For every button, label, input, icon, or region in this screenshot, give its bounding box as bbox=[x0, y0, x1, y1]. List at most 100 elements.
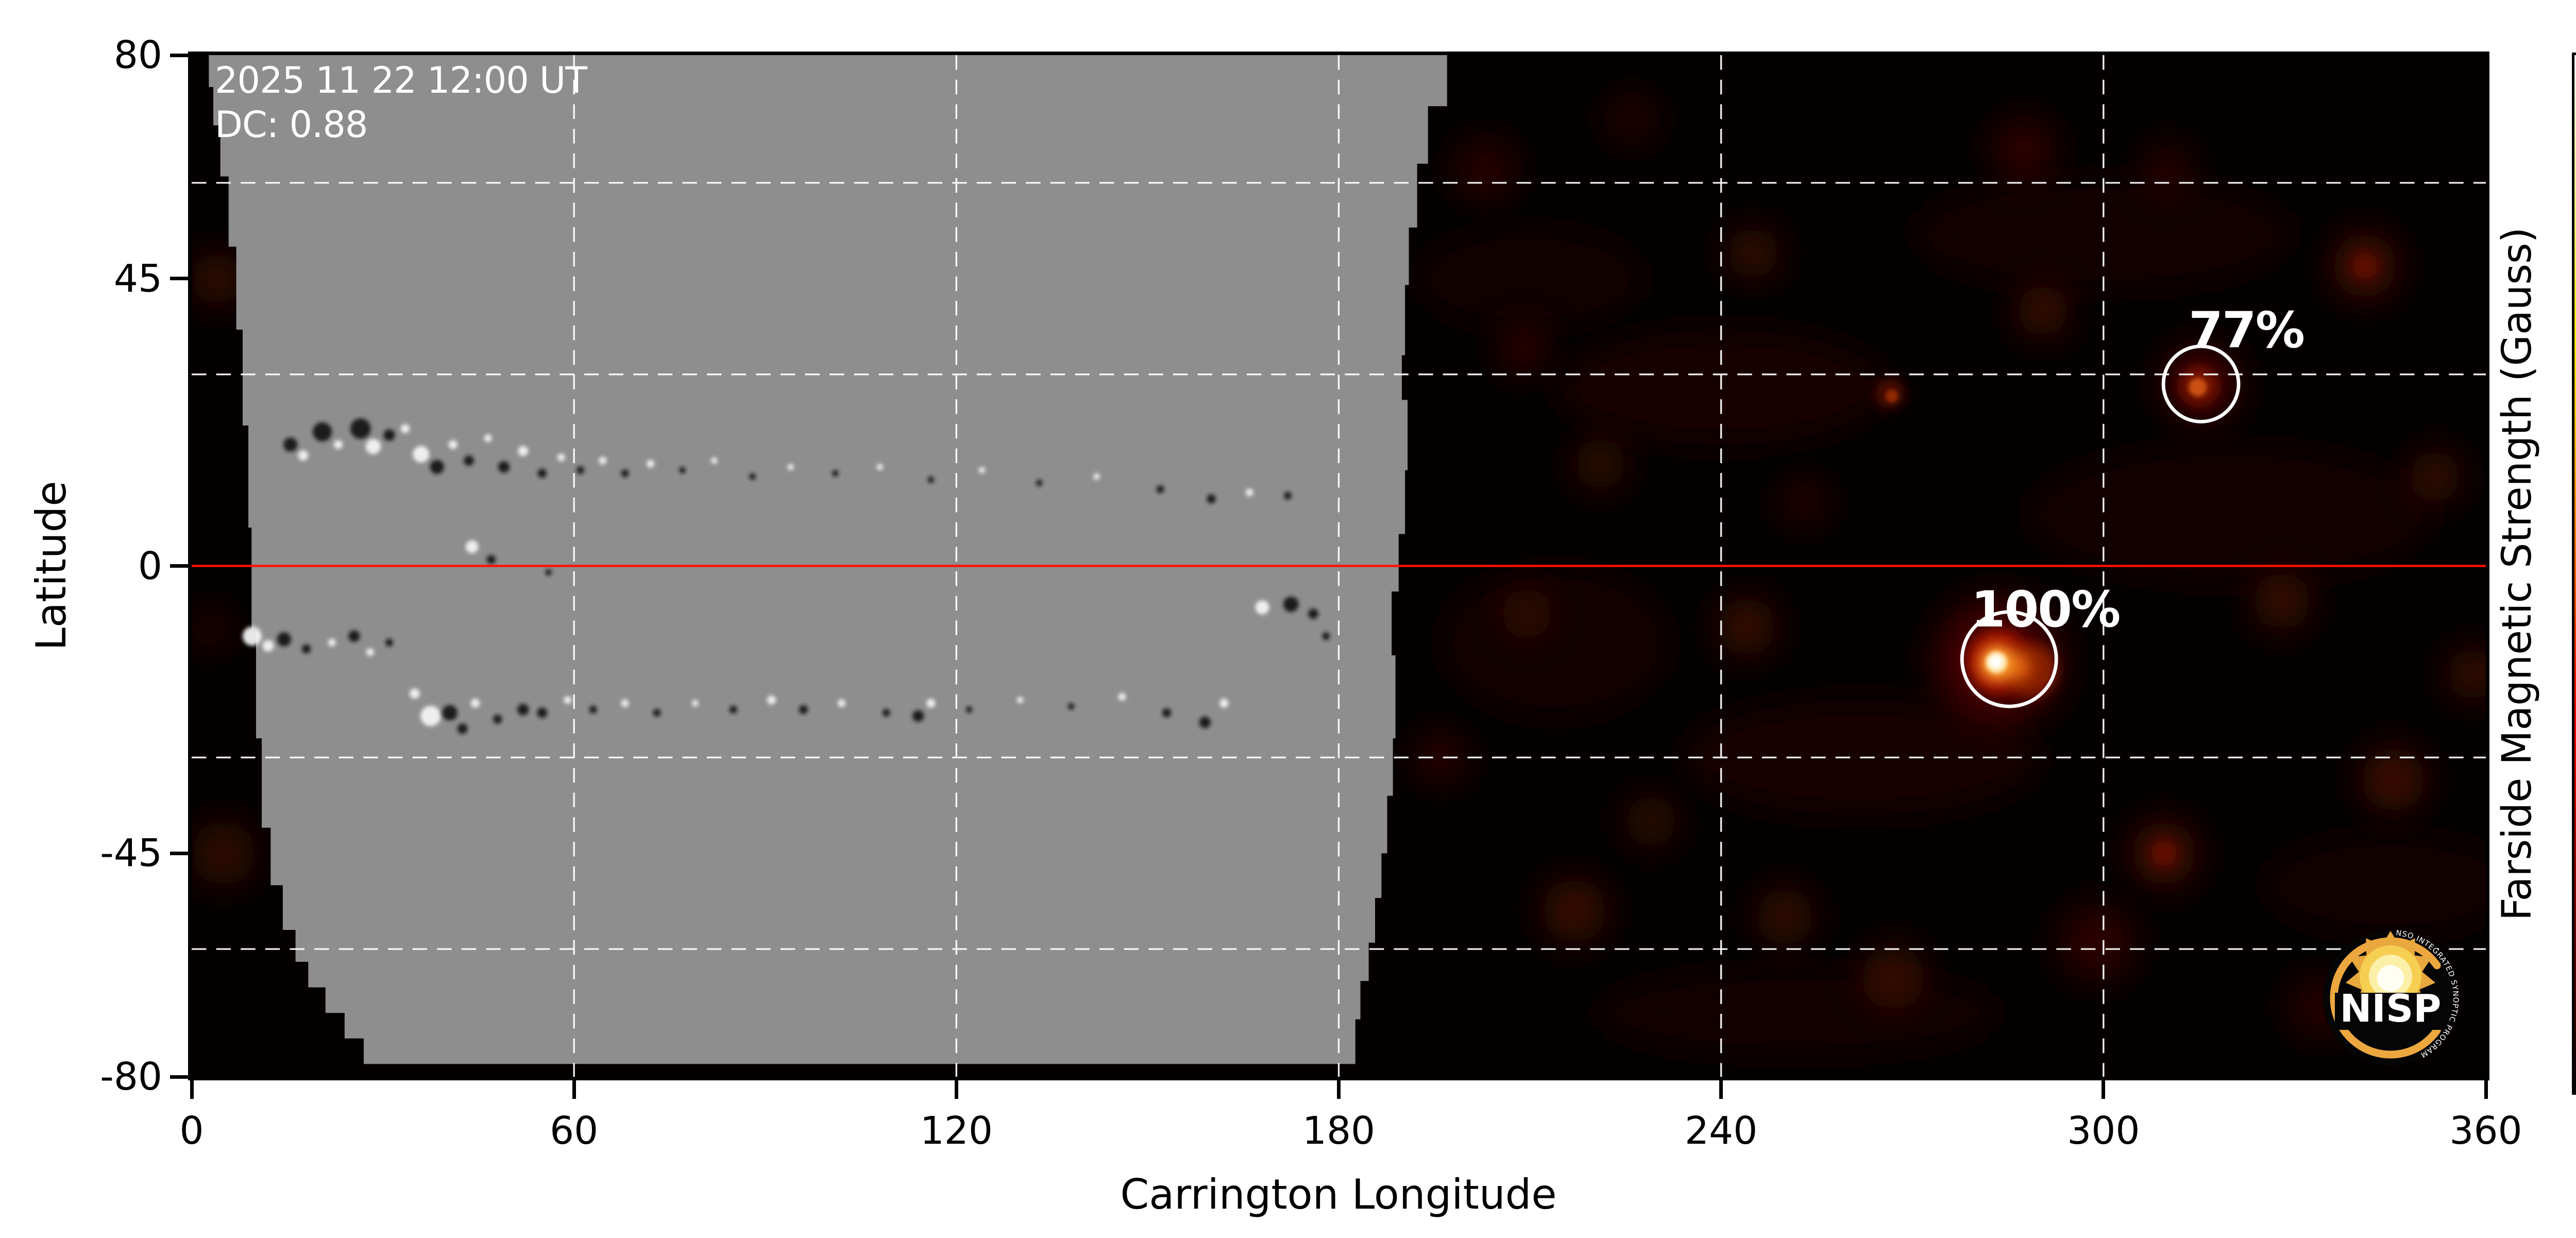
nisp-logo-gold-ring bbox=[2330, 937, 2441, 1059]
magnetogram-spot bbox=[301, 644, 311, 654]
magnetogram-spot bbox=[1308, 608, 1318, 619]
magnetogram-spot bbox=[799, 705, 808, 715]
magnetogram-spot bbox=[430, 460, 444, 474]
nisp-logo: NISP NSO INTEGRATED SYNOPTIC PROGRAM bbox=[2323, 929, 2459, 1065]
y-tick-label: -45 bbox=[100, 831, 162, 876]
plot-area: 2025 11 22 12:00 UT DC: 0.88 77% 100% NI… bbox=[188, 52, 2489, 1080]
annotation-circles bbox=[1960, 344, 2241, 708]
farside-blob bbox=[1727, 227, 1778, 279]
nisp-sun-core bbox=[2377, 965, 2404, 992]
magnetogram-spot bbox=[486, 555, 496, 564]
farside-blob bbox=[1992, 118, 2056, 183]
x-tick-label: 60 bbox=[550, 1109, 599, 1153]
farside-blob bbox=[1415, 732, 1466, 783]
magnetogram-spot bbox=[537, 707, 548, 718]
magnetogram-spot bbox=[366, 648, 374, 656]
farside-blob bbox=[1989, 655, 2003, 668]
magnetogram-spot bbox=[876, 464, 884, 470]
magnetogram-spot bbox=[1322, 632, 1330, 640]
magnetogram-spot bbox=[965, 706, 973, 713]
farside-blob bbox=[1606, 93, 1657, 145]
farside-blob bbox=[2059, 904, 2136, 981]
magnetogram-spot bbox=[711, 457, 718, 464]
farside-blob bbox=[2253, 572, 2311, 630]
magnetogram-spot bbox=[679, 467, 686, 473]
annotation-100-label: 100% bbox=[1971, 581, 2121, 638]
farside-blob bbox=[2409, 451, 2461, 502]
magnetogram-spot bbox=[328, 638, 336, 647]
magnetogram-spot bbox=[493, 715, 502, 724]
magnetogram-spot bbox=[484, 434, 492, 443]
farside-blob bbox=[1782, 480, 1826, 524]
farside-blob bbox=[1498, 323, 1549, 375]
farside-blob bbox=[2142, 144, 2193, 196]
magnetogram-spot bbox=[333, 440, 343, 449]
magnetogram-spot bbox=[1016, 697, 1024, 703]
magnetogram-spot bbox=[1219, 699, 1229, 708]
farside-blob bbox=[192, 610, 230, 649]
y-axis-title: Latitude bbox=[27, 481, 75, 651]
magnetogram-spot bbox=[927, 476, 935, 483]
x-tick-mark bbox=[190, 1080, 194, 1099]
magnetogram-spot bbox=[621, 699, 629, 707]
x-axis-title: Carrington Longitude bbox=[1120, 1171, 1557, 1218]
magnetogram-spot bbox=[464, 455, 474, 466]
magnetogram-spot bbox=[621, 469, 629, 478]
farside-blob bbox=[2447, 649, 2486, 700]
magnetogram-spot bbox=[1118, 693, 1126, 701]
magnetogram-spot bbox=[564, 696, 572, 704]
magnetogram-spot bbox=[838, 699, 846, 707]
farside-blob bbox=[2151, 840, 2177, 867]
magnetogram-spot bbox=[589, 705, 597, 714]
magnetic-map bbox=[192, 55, 2486, 1077]
y-tick-mark bbox=[170, 564, 188, 568]
magnetogram-spot bbox=[537, 469, 547, 478]
magnetogram-spot bbox=[442, 705, 457, 721]
magnetogram-spot bbox=[729, 705, 737, 714]
farside-blob bbox=[1718, 598, 1775, 656]
magnetogram-spot bbox=[313, 422, 332, 442]
farside-blob bbox=[1625, 795, 1677, 847]
farside-blob bbox=[2189, 378, 2207, 396]
magnetogram-spot bbox=[262, 640, 274, 652]
magnetogram-spot bbox=[400, 424, 410, 433]
nisp-text-band bbox=[2335, 993, 2446, 1030]
magnetogram-spot bbox=[277, 632, 291, 647]
magnetogram-spot bbox=[653, 709, 661, 717]
timestamp-label: 2025 11 22 12:00 UT bbox=[215, 59, 587, 101]
x-tick-label: 240 bbox=[1685, 1109, 1758, 1153]
magnetogram-spot bbox=[457, 723, 468, 734]
magnetogram-spot bbox=[498, 461, 510, 473]
magnetogram-spot bbox=[518, 446, 529, 456]
magnetogram-spot bbox=[420, 705, 441, 726]
magnetogram-spot bbox=[545, 569, 552, 576]
farside-blob bbox=[1453, 138, 1517, 202]
magnetogram-spot bbox=[577, 466, 584, 474]
farside-colorbar-title: Farside Magnetic Strength (Gauss) bbox=[2494, 227, 2540, 921]
magnetogram-spot bbox=[1036, 480, 1043, 486]
magnetogram-spot bbox=[465, 540, 479, 553]
magnetogram-spot bbox=[383, 429, 395, 441]
magnetogram-spot bbox=[350, 418, 371, 439]
y-tick-label: 45 bbox=[113, 256, 162, 301]
magnetogram-spot bbox=[410, 688, 420, 699]
magnetogram-spot bbox=[912, 710, 924, 722]
farside-blob bbox=[1543, 878, 1607, 943]
y-tick-label: 80 bbox=[113, 33, 162, 77]
y-tick-mark bbox=[170, 277, 188, 281]
magnetogram-spot bbox=[832, 470, 839, 477]
magnetogram-spot bbox=[926, 699, 936, 708]
magnetogram-spot bbox=[1093, 473, 1100, 480]
farside-blob bbox=[1574, 438, 1626, 489]
magnetogram-spot bbox=[1067, 703, 1075, 710]
magnetogram-spot bbox=[1207, 494, 1216, 504]
magnetogram-spot bbox=[385, 638, 393, 647]
magnetogram-spot bbox=[1255, 600, 1269, 615]
nisp-wordmark: NISP bbox=[2340, 987, 2442, 1031]
magnetogram-spot bbox=[413, 446, 430, 463]
x-tick-label: 300 bbox=[2067, 1109, 2140, 1153]
x-tick-mark bbox=[954, 1080, 958, 1099]
x-tick-label: 0 bbox=[179, 1109, 204, 1153]
magnetogram-spot bbox=[599, 456, 607, 465]
